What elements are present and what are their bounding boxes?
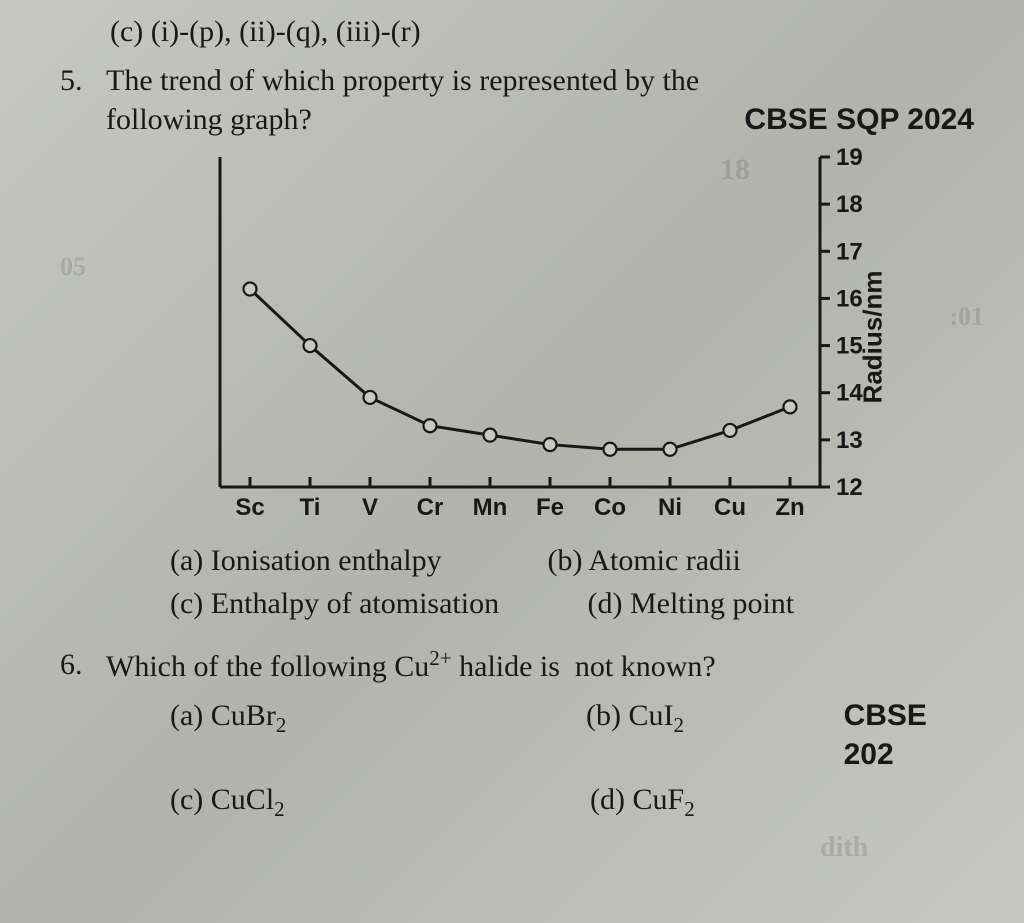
- q6-exam-tag: CBSE 202: [844, 696, 984, 774]
- svg-text:Zn: Zn: [775, 494, 804, 521]
- svg-text:17: 17: [836, 238, 863, 265]
- q6-number: 6.: [60, 645, 106, 684]
- svg-text:12: 12: [836, 474, 863, 501]
- svg-text:Co: Co: [594, 494, 626, 521]
- q5-exam-tag: CBSE SQP 2024: [744, 100, 974, 139]
- radius-chart: ScTiVCrMnFeCoNiCuZn1213141516171819 Radi…: [180, 147, 880, 527]
- svg-text:19: 19: [836, 147, 863, 171]
- q5-option-b: (b) Atomic radii: [548, 544, 741, 577]
- prev-option-fragment: (c) (i)-(p), (ii)-(q), (iii)-(r): [110, 12, 984, 51]
- svg-text:13: 13: [836, 427, 863, 454]
- svg-text:Ni: Ni: [658, 494, 682, 521]
- page: 18 05 dith :01 (c) (i)-(p), (ii)-(q), (i…: [0, 0, 1024, 923]
- q5-options: (a) Ionisation enthalpy (b) Atomic radii…: [170, 541, 984, 623]
- q6-options: (a) CuBr2 (b) CuI2 CBSE 202 (c) CuCl2 (d…: [170, 696, 984, 823]
- svg-text:Sc: Sc: [235, 494, 264, 521]
- svg-text:V: V: [362, 494, 378, 521]
- q6-option-c: (c) CuCl2: [170, 780, 590, 823]
- svg-text:18: 18: [836, 191, 863, 218]
- q6-option-b: (b) CuI2: [586, 696, 844, 774]
- y-axis-label: Radius/nm: [857, 271, 891, 404]
- svg-text:Cu: Cu: [714, 494, 746, 521]
- q6-text: Which of the following Cu2+ halide is no…: [106, 645, 984, 686]
- svg-text:Ti: Ti: [300, 494, 321, 521]
- q5-line2: following graph?: [106, 100, 526, 139]
- svg-text:Fe: Fe: [536, 494, 564, 521]
- q5-text: The trend of which property is represent…: [106, 61, 984, 139]
- ghost-text: 05: [60, 250, 86, 284]
- ghost-text: dith: [820, 830, 868, 866]
- q5-option-a: (a) Ionisation enthalpy: [170, 541, 540, 580]
- ghost-text: :01: [949, 300, 984, 334]
- svg-text:Cr: Cr: [417, 494, 444, 521]
- q6-option-a: (a) CuBr2: [170, 696, 586, 774]
- q5-option-c: (c) Enthalpy of atomisation: [170, 584, 580, 623]
- chart-svg: ScTiVCrMnFeCoNiCuZn1213141516171819: [180, 147, 880, 527]
- q5-number: 5.: [60, 61, 106, 100]
- q5-option-d: (d) Melting point: [588, 587, 795, 620]
- q6-option-d: (d) CuF2: [590, 780, 850, 823]
- svg-text:Mn: Mn: [473, 494, 508, 521]
- q5-line1: The trend of which property is represent…: [106, 64, 699, 97]
